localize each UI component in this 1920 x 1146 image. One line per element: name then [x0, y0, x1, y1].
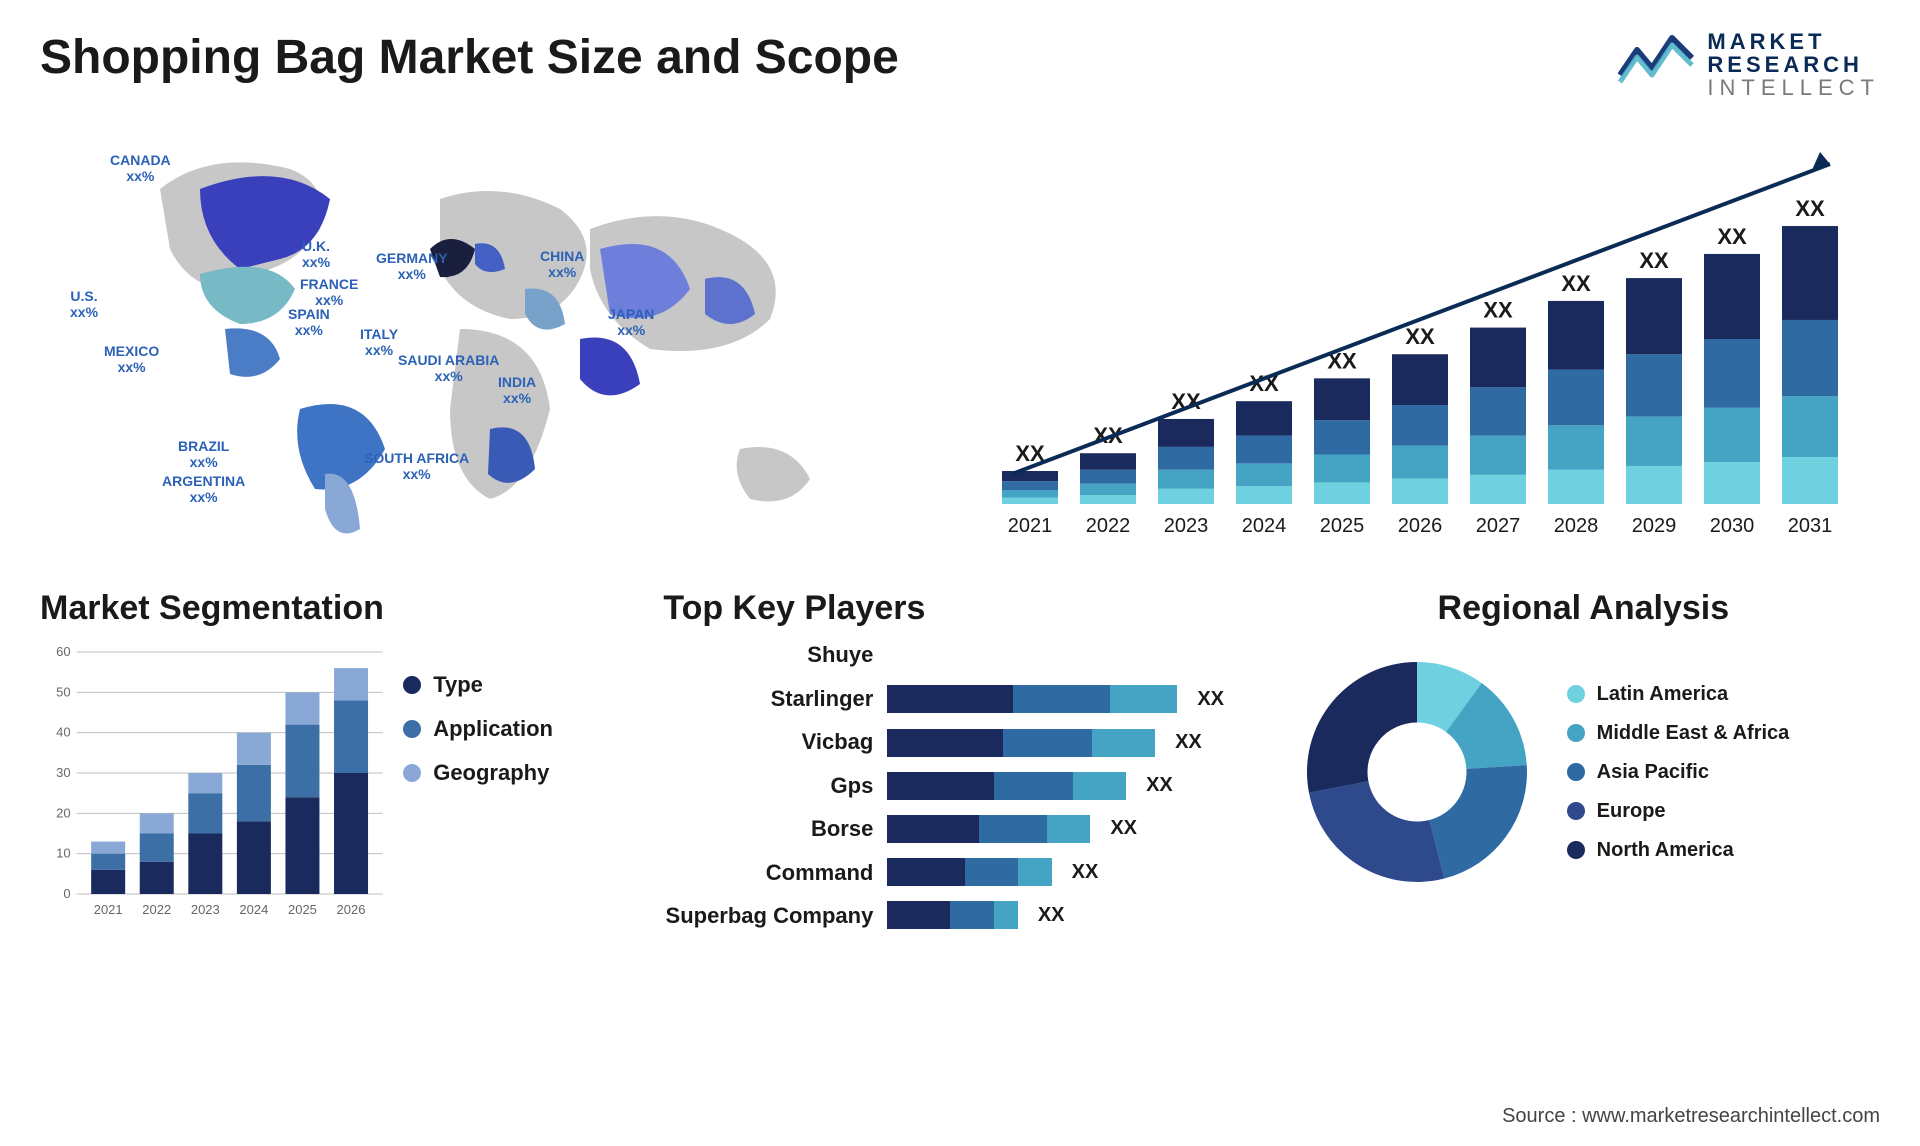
key-player-row: XX [887, 815, 1256, 843]
svg-text:2024: 2024 [239, 902, 268, 917]
svg-text:2027: 2027 [1476, 515, 1521, 537]
growth-chart-panel: XX2021XX2022XX2023XX2024XX2025XX2026XX20… [960, 129, 1880, 549]
svg-text:2026: 2026 [337, 902, 366, 917]
map-label: FRANCExx% [300, 277, 358, 308]
regional-legend-item: Middle East & Africa [1567, 722, 1790, 745]
svg-text:2025: 2025 [1320, 515, 1365, 537]
key-player-row: XX [887, 858, 1256, 886]
key-player-row [887, 642, 1256, 670]
segmentation-legend-item: Geography [403, 760, 633, 786]
svg-text:XX: XX [1795, 196, 1825, 221]
key-player-row: XX [887, 729, 1256, 757]
svg-text:2023: 2023 [1164, 515, 1209, 537]
map-label: MEXICOxx% [104, 344, 159, 375]
key-player-row: XX [887, 772, 1256, 800]
key-player-row: XX [887, 685, 1256, 713]
segmentation-legend-item: Application [403, 716, 633, 742]
brand-logo: MARKET RESEARCH INTELLECT [1617, 30, 1880, 99]
map-label: SAUDI ARABIAxx% [398, 353, 499, 384]
svg-text:2029: 2029 [1632, 515, 1677, 537]
logo-text-3: INTELLECT [1707, 76, 1880, 99]
key-player-label: Gps [663, 773, 873, 799]
key-player-value: XX [1110, 817, 1137, 840]
regional-title: Regional Analysis [1287, 589, 1880, 628]
growth-chart: XX2021XX2022XX2023XX2024XX2025XX2026XX20… [980, 139, 1860, 549]
key-player-value: XX [1072, 861, 1099, 884]
key-player-label: Starlinger [663, 686, 873, 712]
svg-text:XX: XX [1639, 248, 1669, 273]
page-title: Shopping Bag Market Size and Scope [40, 30, 899, 85]
map-label: SPAINxx% [288, 307, 330, 338]
key-players-title: Top Key Players [663, 589, 1256, 628]
key-player-value: XX [1175, 731, 1202, 754]
svg-text:10: 10 [56, 846, 70, 861]
regional-legend-item: Europe [1567, 800, 1790, 823]
regional-legend-item: North America [1567, 839, 1790, 862]
map-label: CHINAxx% [540, 249, 584, 280]
map-label: SOUTH AFRICAxx% [364, 451, 469, 482]
map-label: U.S.xx% [70, 289, 98, 320]
svg-text:XX: XX [1405, 325, 1435, 350]
map-label: INDIAxx% [498, 375, 536, 406]
key-player-label: Vicbag [663, 729, 873, 755]
key-players-bars: XXXXXXXXXXXX [887, 642, 1256, 929]
segmentation-panel: Market Segmentation 0 10 20 30 40 50 60 2021 202… [40, 589, 633, 929]
logo-text-2: RESEARCH [1707, 53, 1880, 76]
key-player-label: Superbag Company [663, 903, 873, 929]
logo-mark-icon [1617, 30, 1697, 90]
key-player-label: Command [663, 860, 873, 886]
key-player-label: Shuye [663, 642, 873, 668]
regional-donut-chart [1287, 642, 1547, 902]
svg-text:XX: XX [1483, 298, 1513, 323]
key-player-label: Borse [663, 816, 873, 842]
key-players-panel: Top Key Players Shuye Starlinger Vicbag Gps… [663, 589, 1256, 929]
svg-text:2022: 2022 [1086, 515, 1131, 537]
regional-legend-item: Asia Pacific [1567, 761, 1790, 784]
svg-text:60: 60 [56, 644, 70, 659]
map-label: JAPANxx% [608, 307, 654, 338]
map-label: ARGENTINAxx% [162, 474, 245, 505]
svg-text:0: 0 [63, 886, 70, 901]
map-label: BRAZILxx% [178, 439, 229, 470]
svg-text:2025: 2025 [288, 902, 317, 917]
key-player-value: XX [1197, 688, 1224, 711]
map-label: GERMANYxx% [376, 251, 448, 282]
segmentation-title: Market Segmentation [40, 589, 633, 628]
key-players-labels: Shuye Starlinger Vicbag Gps Borse Command Supe… [663, 642, 873, 929]
svg-text:2028: 2028 [1554, 515, 1599, 537]
regional-legend-item: Latin America [1567, 683, 1790, 706]
map-label: U.K.xx% [302, 239, 330, 270]
world-map-panel: CANADAxx% U.S.xx%MEXICOxx% BRAZILxx% ARGENT… [40, 129, 920, 549]
segmentation-legend-item: Type [403, 672, 633, 698]
regional-legend: Latin America Middle East & Africa Asia Pa… [1567, 683, 1790, 862]
key-player-value: XX [1146, 774, 1173, 797]
svg-text:2024: 2024 [1242, 515, 1287, 537]
map-label: CANADAxx% [110, 153, 171, 184]
segmentation-legend: Type Application Geography [403, 642, 633, 922]
key-player-value: XX [1038, 904, 1065, 927]
svg-text:2030: 2030 [1710, 515, 1755, 537]
source-attribution: Source : www.marketresearchintellect.com [1502, 1105, 1880, 1128]
svg-text:2021: 2021 [94, 902, 123, 917]
map-label: ITALYxx% [360, 327, 398, 358]
svg-text:XX: XX [1561, 271, 1591, 296]
svg-text:2022: 2022 [142, 902, 171, 917]
svg-text:2021: 2021 [1008, 515, 1053, 537]
svg-text:2023: 2023 [191, 902, 220, 917]
svg-text:40: 40 [56, 725, 70, 740]
svg-text:2026: 2026 [1398, 515, 1443, 537]
svg-text:20: 20 [56, 806, 70, 821]
svg-text:50: 50 [56, 685, 70, 700]
segmentation-chart: 0 10 20 30 40 50 60 2021 2022 2023 2024 2025 2026 [40, 642, 385, 922]
svg-text:XX: XX [1717, 224, 1747, 249]
logo-text-1: MARKET [1707, 30, 1880, 53]
regional-panel: Regional Analysis Latin America Middle Ea… [1287, 589, 1880, 929]
key-player-row: XX [887, 901, 1256, 929]
svg-text:30: 30 [56, 765, 70, 780]
svg-text:2031: 2031 [1788, 515, 1833, 537]
